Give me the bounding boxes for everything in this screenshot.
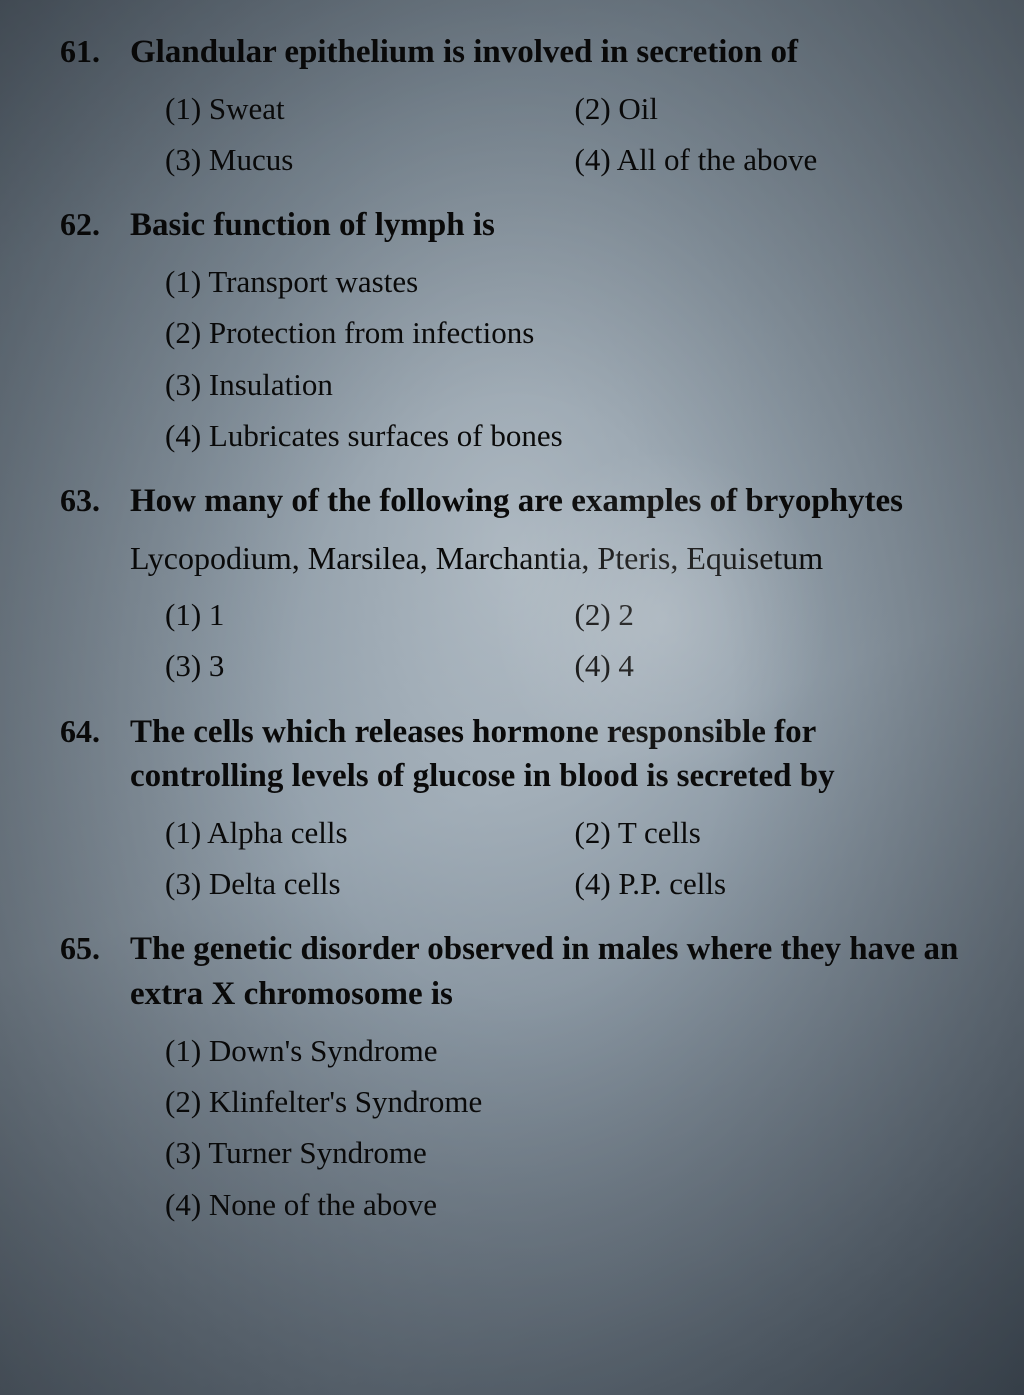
question-number: 63. [60, 482, 130, 519]
question-62: 62. Basic function of lymph is (1) Trans… [60, 203, 964, 457]
question-row: 65. The genetic disorder observed in mal… [60, 927, 964, 1016]
options-grid: (1) Alpha cells (2) T cells (3) Delta ce… [165, 811, 964, 906]
option-1: (1) Down's Syndrome [165, 1029, 964, 1072]
option-1: (1) Transport wastes [165, 260, 964, 303]
option-1: (1) Sweat [165, 87, 555, 130]
question-text: The genetic disorder observed in males w… [130, 927, 964, 1016]
question-61: 61. Glandular epithelium is involved in … [60, 30, 964, 181]
page-container: 61. Glandular epithelium is involved in … [0, 0, 1024, 1395]
option-4: (4) Lubricates surfaces of bones [165, 414, 964, 457]
question-text: Glandular epithelium is involved in secr… [130, 30, 964, 75]
question-row: 64. The cells which releases hormone res… [60, 710, 964, 799]
question-text: Basic function of lymph is [130, 203, 964, 248]
option-3: (3) 3 [165, 644, 555, 687]
question-64: 64. The cells which releases hormone res… [60, 710, 964, 906]
question-number: 62. [60, 206, 130, 243]
question-number: 61. [60, 33, 130, 70]
question-number: 65. [60, 930, 130, 967]
option-2: (2) Oil [575, 87, 965, 130]
option-3: (3) Mucus [165, 138, 555, 181]
option-2: (2) Protection from infections [165, 311, 964, 354]
question-subtext: Lycopodium, Marsilea, Marchantia, Pteris… [130, 536, 964, 581]
option-4: (4) All of the above [575, 138, 965, 181]
option-2: (2) 2 [575, 593, 965, 636]
question-text: How many of the following are examples o… [130, 479, 964, 524]
option-2: (2) T cells [575, 811, 965, 854]
option-2: (2) Klinfelter's Syndrome [165, 1080, 964, 1123]
option-4: (4) None of the above [165, 1183, 964, 1226]
question-number: 64. [60, 713, 130, 750]
question-65: 65. The genetic disorder observed in mal… [60, 927, 964, 1226]
options-list: (1) Transport wastes (2) Protection from… [165, 260, 964, 458]
options-grid: (1) Sweat (2) Oil (3) Mucus (4) All of t… [165, 87, 964, 182]
options-list: (1) Down's Syndrome (2) Klinfelter's Syn… [165, 1029, 964, 1227]
question-row: 63. How many of the following are exampl… [60, 479, 964, 524]
question-63: 63. How many of the following are exampl… [60, 479, 964, 687]
option-3: (3) Turner Syndrome [165, 1131, 964, 1174]
option-1: (1) Alpha cells [165, 811, 555, 854]
option-4: (4) P.P. cells [575, 862, 965, 905]
option-4: (4) 4 [575, 644, 965, 687]
option-3: (3) Insulation [165, 363, 964, 406]
option-3: (3) Delta cells [165, 862, 555, 905]
question-row: 62. Basic function of lymph is [60, 203, 964, 248]
question-row: 61. Glandular epithelium is involved in … [60, 30, 964, 75]
question-text: The cells which releases hormone respons… [130, 710, 964, 799]
options-grid: (1) 1 (2) 2 (3) 3 (4) 4 [165, 593, 964, 688]
option-1: (1) 1 [165, 593, 555, 636]
